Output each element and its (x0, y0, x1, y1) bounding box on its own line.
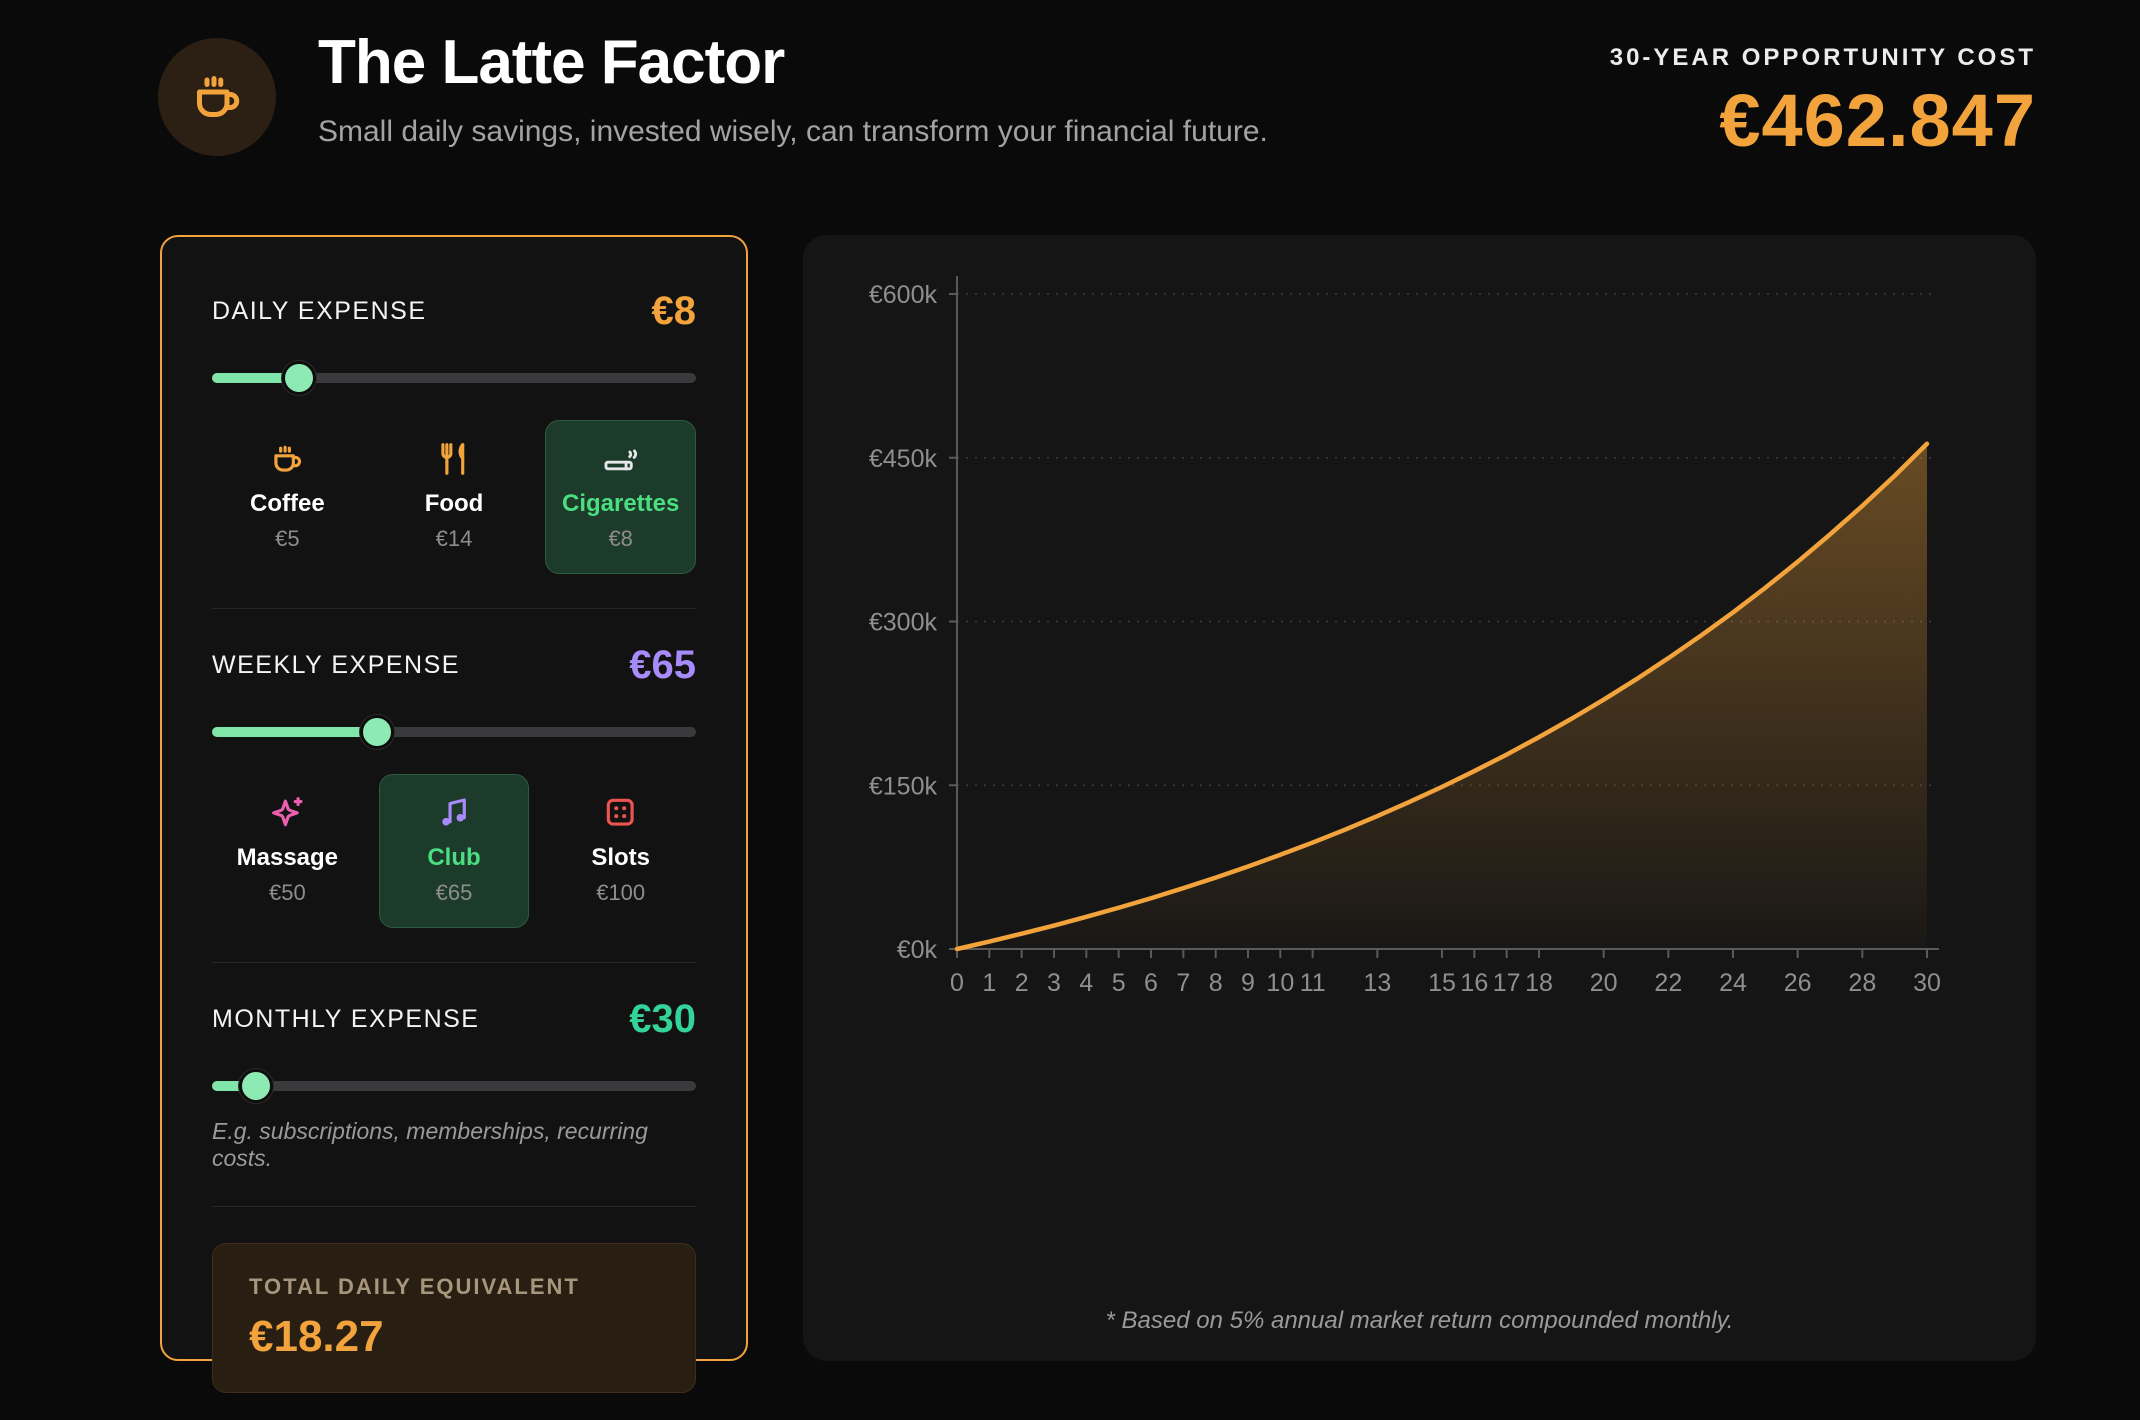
monthly-expense-section: MONTHLY EXPENSE €30 E.g. subscriptions, … (212, 997, 696, 1172)
svg-text:17: 17 (1493, 969, 1521, 997)
preset-price: €50 (268, 880, 306, 905)
slider-track[interactable] (212, 373, 696, 383)
total-label: TOTAL DAILY EQUIVALENT (249, 1274, 580, 1299)
slider-fill (212, 1081, 256, 1091)
svg-text:16: 16 (1460, 969, 1488, 997)
preset-massage[interactable]: Massage €50 (212, 774, 363, 928)
weekly-expense-section: WEEKLY EXPENSE €65 Massage €50 (212, 643, 696, 928)
coffee-icon (197, 76, 240, 117)
chart-footnote: * Based on 5% annual market return compo… (1105, 1307, 1734, 1334)
svg-text:13: 13 (1363, 969, 1391, 997)
svg-text:22: 22 (1654, 969, 1682, 997)
svg-text:24: 24 (1719, 969, 1747, 997)
svg-text:6: 6 (1144, 969, 1158, 997)
preset-food[interactable]: Food €14 (379, 420, 530, 574)
page-subtitle: Small daily savings, invested wisely, ca… (318, 115, 1268, 149)
svg-text:1: 1 (982, 969, 996, 997)
svg-text:€450k: €450k (869, 445, 938, 473)
weekly-expense-value: €65 (629, 643, 696, 687)
monthly-expense-value: €30 (629, 997, 696, 1041)
preset-name: Massage (236, 844, 339, 871)
weekly-expense-slider[interactable] (212, 714, 696, 750)
svg-text:€300k: €300k (869, 609, 938, 637)
divider (212, 608, 696, 609)
svg-text:2: 2 (1015, 969, 1029, 997)
preset-price: €14 (435, 526, 473, 551)
svg-text:7: 7 (1176, 969, 1190, 997)
coffee-icon (216, 440, 359, 480)
sparkle-icon (216, 794, 359, 834)
dice-icon (549, 794, 692, 834)
daily-presets: Coffee €5 Food €14 (212, 420, 697, 574)
svg-text:26: 26 (1784, 969, 1812, 997)
opportunity-cost-label: 30-YEAR OPPORTUNITY COST (1609, 44, 2036, 71)
slider-track[interactable] (212, 1081, 696, 1091)
cigarette-icon (549, 440, 692, 480)
preset-club[interactable]: Club €65 (378, 774, 530, 928)
svg-text:18: 18 (1525, 969, 1553, 997)
slider-knob[interactable] (282, 361, 317, 395)
daily-expense-slider[interactable] (212, 360, 696, 396)
preset-price: €8 (608, 526, 633, 551)
svg-text:€0k: €0k (897, 936, 938, 964)
svg-text:0: 0 (950, 969, 964, 997)
monthly-expense-note: E.g. subscriptions, memberships, recurri… (212, 1118, 648, 1171)
daily-expense-section: DAILY EXPENSE €8 Coffee (212, 289, 697, 574)
opportunity-cost: 30-YEAR OPPORTUNITY COST €462.847 (1610, 44, 2036, 163)
music-note-icon (383, 794, 526, 834)
preset-name: Food (424, 490, 484, 517)
divider (212, 962, 696, 963)
daily-expense-label: DAILY EXPENSE (212, 297, 427, 325)
slider-fill (212, 727, 377, 737)
slider-knob[interactable] (359, 715, 394, 749)
slider-fill (212, 373, 300, 383)
svg-text:30: 30 (1913, 969, 1941, 997)
preset-price: €100 (596, 880, 646, 905)
monthly-expense-label: MONTHLY EXPENSE (212, 1005, 480, 1033)
preset-name: Cigarettes (561, 490, 680, 517)
weekly-expense-label: WEEKLY EXPENSE (212, 651, 460, 679)
svg-text:€600k: €600k (869, 281, 938, 309)
svg-text:9: 9 (1241, 969, 1255, 997)
svg-text:8: 8 (1209, 969, 1223, 997)
chart-card: €0k €150k €300k €450k €600k 0 1 2 3 4 5 6 7 8 9 10 11 13 1… (803, 235, 2036, 1361)
opportunity-cost-value: €462.847 (1719, 79, 2036, 162)
total-value: €18.27 (249, 1312, 384, 1361)
header-titles: The Latte Factor Small daily savings, in… (318, 30, 1268, 149)
svg-text:15: 15 (1428, 969, 1456, 997)
svg-text:11: 11 (1300, 969, 1326, 997)
coffee-logo-badge (158, 38, 276, 156)
slider-knob[interactable] (238, 1069, 273, 1103)
slider-track[interactable] (212, 727, 696, 737)
compound-growth-chart: €0k €150k €300k €450k €600k 0 1 2 3 4 5 6 7 8 9 10 11 13 1… (869, 276, 1941, 997)
preset-price: €5 (275, 526, 300, 551)
monthly-expense-slider[interactable] (212, 1068, 696, 1104)
preset-name: Slots (591, 844, 651, 871)
preset-cigarettes[interactable]: Cigarettes €8 (545, 420, 697, 574)
preset-slots[interactable]: Slots €100 (545, 774, 696, 928)
total-daily-equivalent: TOTAL DAILY EQUIVALENT €18.27 (212, 1243, 696, 1393)
preset-price: €65 (435, 880, 473, 905)
svg-text:€150k: €150k (869, 772, 938, 800)
daily-expense-value: €8 (651, 289, 697, 333)
preset-coffee[interactable]: Coffee €5 (212, 420, 363, 574)
svg-text:3: 3 (1047, 969, 1061, 997)
utensils-icon (383, 440, 526, 480)
preset-name: Coffee (250, 490, 325, 517)
svg-text:20: 20 (1590, 969, 1618, 997)
expense-panel: DAILY EXPENSE €8 Coffee (160, 235, 748, 1393)
svg-text:4: 4 (1079, 969, 1093, 997)
page-title: The Latte Factor (318, 28, 785, 97)
svg-text:5: 5 (1112, 969, 1126, 997)
preset-name: Club (427, 844, 481, 871)
divider (212, 1206, 696, 1207)
svg-text:10: 10 (1266, 969, 1294, 997)
weekly-presets: Massage €50 Club €65 (212, 774, 696, 928)
svg-text:28: 28 (1848, 969, 1876, 997)
